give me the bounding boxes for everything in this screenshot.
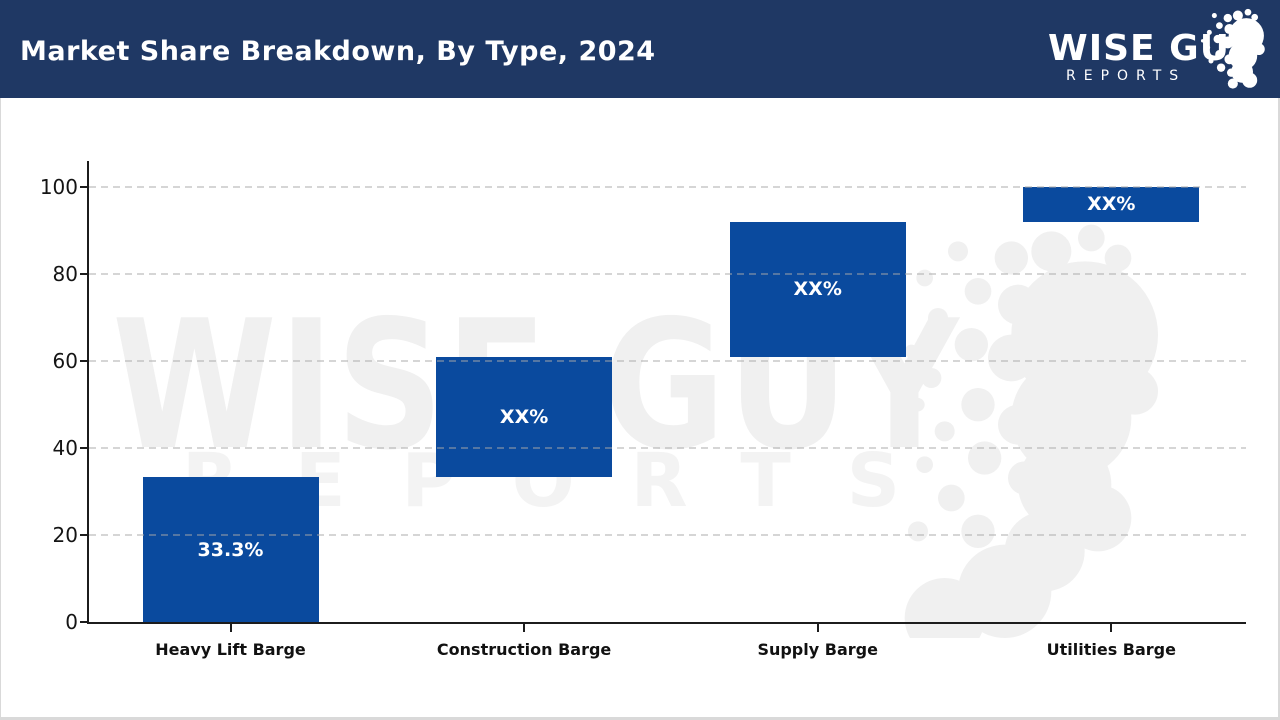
y-gridline <box>89 447 1246 449</box>
bar-construction-barge: XX% <box>436 356 613 478</box>
x-tick <box>1110 623 1113 632</box>
logo-tagline-text: REPORTS <box>1066 68 1187 84</box>
y-axis-spine <box>87 161 89 624</box>
y-tick <box>80 273 88 275</box>
header-banner: Market Share Breakdown, By Type, 2024 WI… <box>0 0 1280 98</box>
y-tick-label: 60 <box>52 349 78 373</box>
y-tick-label: 20 <box>52 523 78 547</box>
logo-brand-text: WISE GUY <box>1048 28 1258 69</box>
x-axis-spine <box>87 622 1246 624</box>
bar-heavy-lift-barge: 33.3% <box>142 477 319 622</box>
bar-value-label: XX% <box>793 278 842 301</box>
y-gridline <box>89 186 1246 188</box>
y-tick <box>80 621 88 623</box>
x-axis-label: Supply Barge <box>757 640 878 659</box>
x-tick <box>523 623 526 632</box>
bar-supply-barge: XX% <box>729 221 906 357</box>
y-tick <box>80 447 88 449</box>
y-tick <box>80 534 88 536</box>
y-tick-label: 100 <box>39 175 78 199</box>
y-gridline <box>89 360 1246 362</box>
face-logo-icon <box>1200 8 1265 89</box>
y-tick-label: 0 <box>65 610 78 634</box>
y-tick-label: 80 <box>52 262 78 286</box>
x-axis-label: Construction Barge <box>436 640 612 659</box>
wiseguy-logo: WISE GUY REPORTS <box>1020 6 1270 94</box>
bar-value-label: 33.3% <box>197 538 264 561</box>
y-gridline <box>89 534 1246 536</box>
bar-value-label: XX% <box>499 405 549 428</box>
y-tick <box>80 360 88 362</box>
page-title: Market Share Breakdown, By Type, 2024 <box>20 36 656 67</box>
bar-utilities-barge: XX% <box>1023 187 1200 222</box>
y-tick-label: 40 <box>52 436 78 460</box>
face-watermark <box>904 224 1158 638</box>
x-axis-label: Utilities Barge <box>1046 640 1176 659</box>
x-tick <box>816 623 819 632</box>
y-gridline <box>89 273 1246 275</box>
bar-value-label: XX% <box>1087 193 1136 216</box>
y-tick <box>80 186 88 188</box>
x-tick <box>229 623 232 632</box>
x-axis-label: Heavy Lift Barge <box>155 640 306 659</box>
